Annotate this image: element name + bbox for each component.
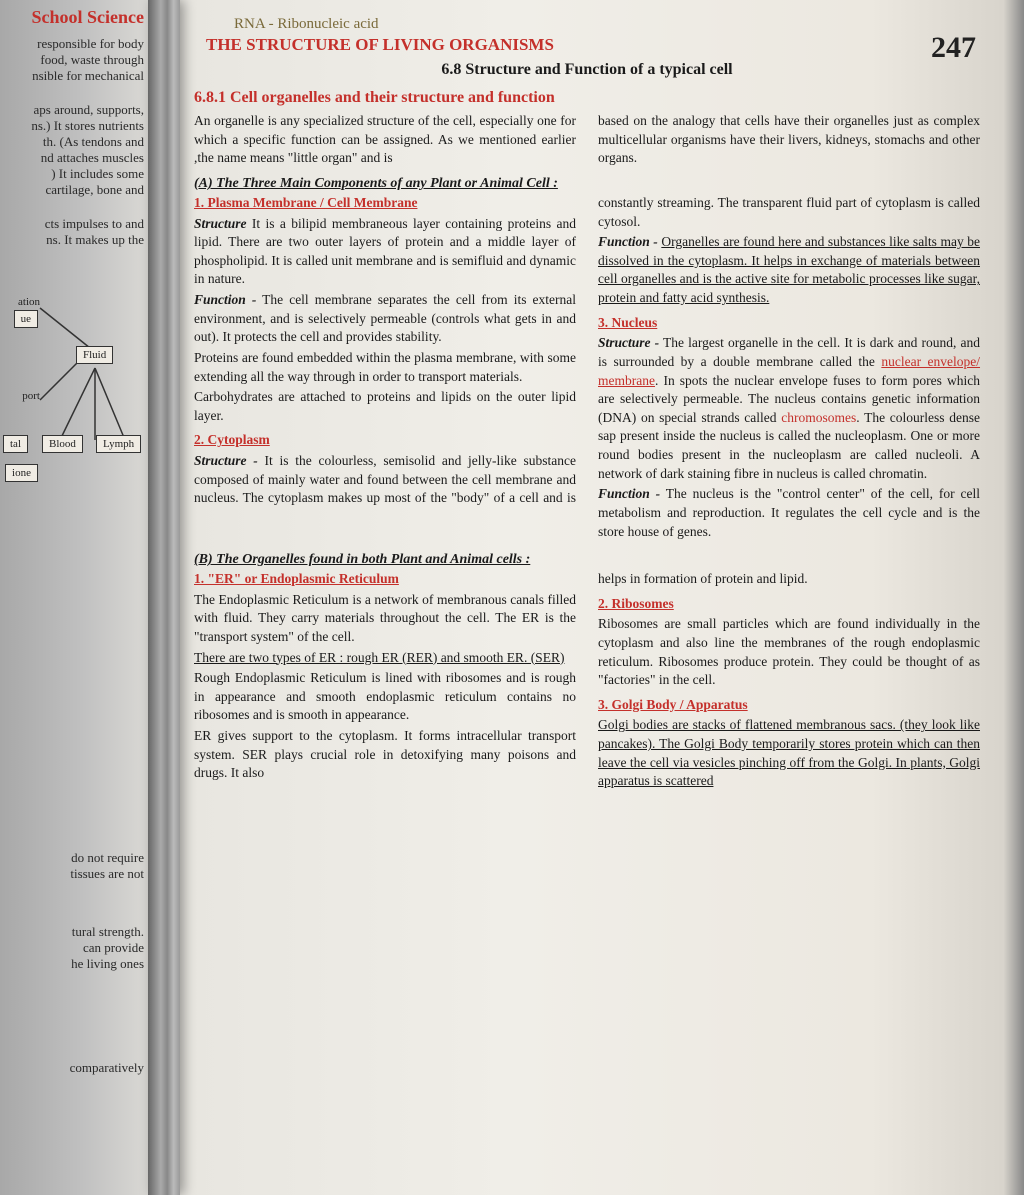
left-frag: ) It includes some [51,166,144,183]
b-item-1-p4: ER gives support to the cytoplasm. It fo… [194,727,576,783]
left-frag: food, waste through [40,52,144,69]
left-frag: tural strength. [72,924,144,941]
diagram-box: Lymph [96,435,141,453]
left-page-partial: School Science responsible for body food… [0,0,148,1195]
left-frag: he living ones [71,956,144,973]
left-frag: cartilage, bone and [45,182,144,199]
subsection-heading: 6.8.1 Cell organelles and their structur… [194,87,980,109]
section-a-body: 1. Plasma Membrane / Cell Membrane Struc… [194,194,980,541]
right-page: RNA - Ribonucleic acid THE STRUCTURE OF … [180,0,1024,1195]
b-item-1-p1: The Endoplasmic Reticulum is a network o… [194,591,576,647]
left-frag: can provide [83,940,144,957]
section-a-head: (A) The Three Main Components of any Pla… [194,175,980,194]
left-frag: nsible for mechanical [32,68,144,85]
section-b-head: (B) The Organelles found in both Plant a… [194,551,980,570]
diagram-box: ione [5,464,38,482]
chapter-heading: THE STRUCTURE OF LIVING ORGANISMS [206,34,980,57]
b-item-1-p2: There are two types of ER : rough ER (RE… [194,649,576,668]
handwritten-note: RNA - Ribonucleic acid [234,14,980,34]
left-frag: nd attaches muscles [41,150,144,167]
b-item-1-p5: helps in formation of protein and lipid. [598,570,980,589]
left-frag: do not require [71,850,144,867]
item-2-function: Function - Organelles are found here and… [598,233,980,308]
left-frag: cts impulses to and [45,216,144,233]
item-3-structure: Structure - The largest organelle in the… [598,334,980,483]
page-number: 247 [931,28,976,69]
diagram-box: tal [3,435,28,453]
item-3-title: 3. Nucleus [598,314,980,333]
left-frag: ns.) It stores nutrients [31,118,144,135]
intro-left: An organelle is any specialized structur… [194,112,576,167]
left-frag: responsible for body [37,36,144,53]
left-frag: th. (As tendons and [43,134,144,151]
b-item-3-title: 3. Golgi Body / Apparatus [598,696,980,715]
left-frag: comparatively [70,1060,144,1077]
diagram-box: Blood [42,435,83,453]
left-frag: tissues are not [70,866,144,883]
section-title: 6.8 Structure and Function of a typical … [194,59,980,81]
diagram-label: ation [18,296,40,308]
b-item-1-title: 1. "ER" or Endoplasmic Reticulum [194,570,576,589]
item-1-p2: Proteins are found embedded within the p… [194,349,576,386]
intro-right: based on the analogy that cells have the… [598,112,980,167]
left-title: School Science [32,6,145,29]
diagram-label: port [22,390,40,402]
b-item-2-p: Ribosomes are small particles which are … [598,615,980,690]
section-b-body: 1. "ER" or Endoplasmic Reticulum The End… [194,570,980,791]
b-item-1-p3: Rough Endoplasmic Reticulum is lined wit… [194,669,576,725]
item-3-function: Function - The nucleus is the "control c… [598,485,980,541]
left-frag: aps around, supports, [34,102,145,119]
item-1-p3: Carbohydrates are attached to proteins a… [194,388,576,425]
book-spread: School Science responsible for body food… [0,0,1024,1195]
item-1-function: Function - The cell membrane separates t… [194,291,576,347]
item-2-title: 2. Cytoplasm [194,431,576,450]
item-1-title: 1. Plasma Membrane / Cell Membrane [194,194,576,213]
diagram-box: Fluid [76,346,113,364]
book-binding [148,0,180,1195]
b-item-2-title: 2. Ribosomes [598,595,980,614]
b-item-3-p: Golgi bodies are stacks of flattened mem… [598,716,980,791]
item-1-structure: Structure It is a bilipid membraneous la… [194,215,576,290]
left-frag: ns. It makes up the [46,232,144,249]
diagram-box: ue [14,310,38,328]
